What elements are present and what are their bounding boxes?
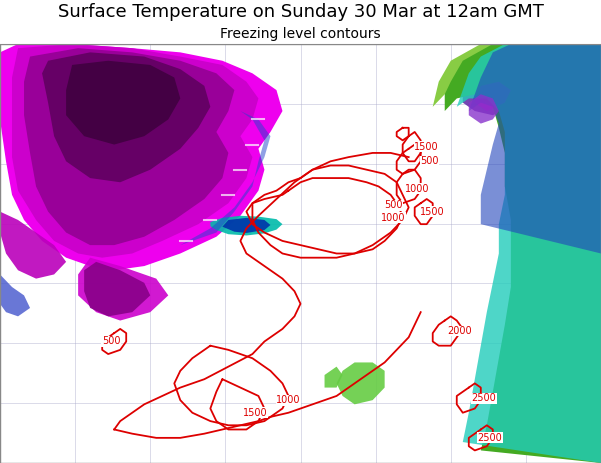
Text: 1000: 1000 [382,213,406,223]
Polygon shape [66,61,180,144]
Polygon shape [337,363,385,404]
Polygon shape [84,262,150,316]
Polygon shape [184,181,191,186]
Polygon shape [469,94,499,124]
Text: Freezing level contours: Freezing level contours [220,27,381,41]
Polygon shape [0,44,282,270]
Text: 2000: 2000 [448,326,472,336]
Polygon shape [457,44,601,463]
Polygon shape [325,367,343,388]
Polygon shape [210,216,282,236]
Text: 2500: 2500 [477,433,502,443]
Text: 1000: 1000 [276,395,300,405]
Polygon shape [24,48,234,245]
Polygon shape [222,218,270,233]
Text: 1500: 1500 [415,142,439,152]
Polygon shape [180,111,270,245]
Polygon shape [463,81,517,115]
Polygon shape [78,258,168,320]
Polygon shape [469,44,601,254]
Text: 1500: 1500 [421,206,445,217]
Polygon shape [433,44,601,463]
Text: Surface Temperature on Sunday 30 Mar at 12am GMT: Surface Temperature on Sunday 30 Mar at … [58,3,543,21]
Polygon shape [12,44,258,258]
Polygon shape [475,81,511,111]
Polygon shape [0,212,66,279]
Text: 500: 500 [421,156,439,166]
Polygon shape [445,44,601,463]
Text: 500: 500 [385,200,403,210]
Text: 1500: 1500 [243,408,267,418]
Polygon shape [42,52,210,182]
Text: 2500: 2500 [471,393,496,403]
Text: 500: 500 [102,337,120,346]
Polygon shape [0,275,30,316]
Polygon shape [529,77,553,94]
Text: 1000: 1000 [406,183,430,194]
